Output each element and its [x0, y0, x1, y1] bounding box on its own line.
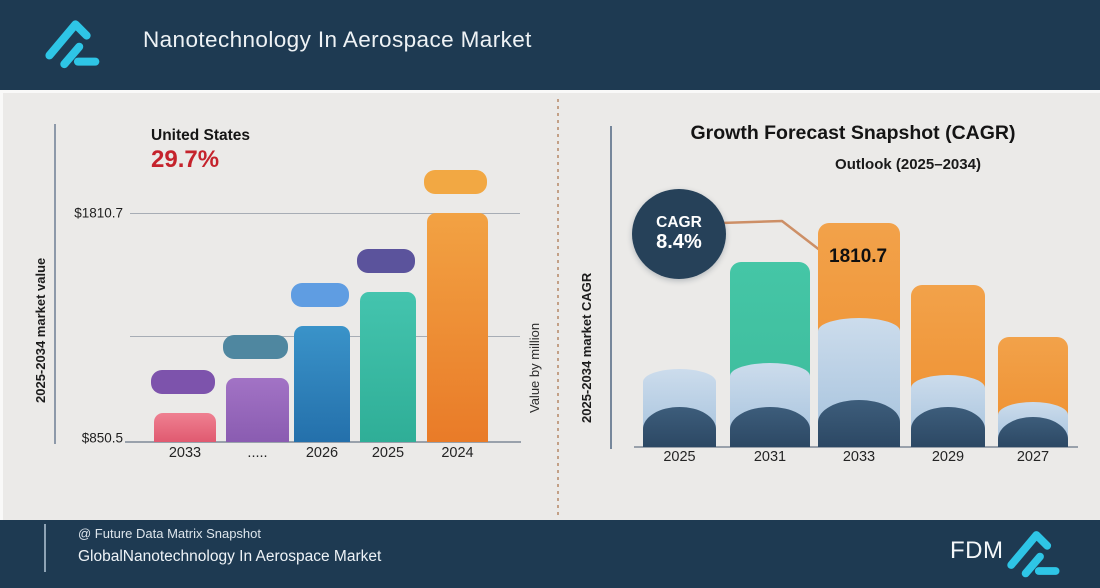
charts-board: 2025-2034 market value Value by million … [0, 90, 1100, 520]
right-chart-subtitle: Outlook (2025–2034) [835, 156, 981, 173]
x-tick-label: 2026 [305, 445, 339, 461]
header-bar: Nanotechnology In Aerospace Market [0, 0, 1100, 90]
y-tick-label: $850.5 [81, 430, 123, 446]
x-tick-label: 2027 [1016, 449, 1050, 465]
x-tick-label: ..... [247, 445, 268, 461]
x-tick-label: 2025 [663, 449, 696, 465]
panel-divider [557, 99, 559, 517]
right-chart-x-axis-line [634, 446, 1078, 448]
x-tick-label: 2033 [168, 445, 202, 461]
left-bar-chart: $1810.7 $850.5 2033..... 2026 2025 2024 [3, 93, 1100, 520]
bar-annotation: 1810.7 [829, 246, 888, 267]
left-chart-highlight-value: 29.7% [151, 146, 220, 173]
bar-cap-2025 [357, 249, 415, 274]
fdm-logo-icon [45, 20, 100, 69]
bar-..... [226, 377, 289, 442]
bar-cap-2026 [291, 282, 349, 307]
segment-base-2031 [730, 407, 810, 447]
x-tick-label: 2031 [753, 449, 787, 465]
bar-cap-..... [223, 334, 288, 359]
segment-base-2027 [998, 417, 1068, 447]
x-tick-label: 2024 [441, 445, 474, 461]
page-title: Nanotechnology In Aerospace Market [143, 27, 532, 52]
bar-2026 [294, 325, 350, 442]
bar-cap-2033 [151, 370, 215, 395]
right-stacked-bar-chart: 2025 2031 2033 2029 2027 1810.7 [3, 93, 1100, 520]
cagr-badge: CAGR 8.4% [632, 189, 726, 279]
y-tick-label: $1810.7 [74, 205, 123, 221]
cagr-badge-value: 8.4% [656, 231, 702, 254]
left-chart-x-axis-line [125, 441, 521, 443]
segment-base-2025 [643, 407, 716, 447]
left-chart-y-axis-line [54, 124, 56, 444]
footer-source: GlobalNanotechnology In Aerospace Market [78, 548, 382, 565]
right-chart-y-axis-line [610, 126, 612, 449]
bar-2025 [360, 292, 416, 442]
left-chart-region-label: United States [151, 127, 251, 144]
segment-base-2033 [818, 400, 900, 447]
footer-divider-line [44, 524, 46, 572]
footer-bar: @ Future Data Matrix Snapshot GlobalNano… [0, 520, 1100, 588]
x-tick-label: 2033 [842, 449, 876, 465]
footer-brand-text: FDM [950, 537, 1004, 564]
x-tick-label: 2025 [371, 445, 405, 461]
footer-credit: @ Future Data Matrix Snapshot [78, 526, 261, 541]
bar-2033 [154, 413, 216, 442]
gridline [130, 213, 520, 214]
right-chart-title: Growth Forecast Snapshot (CAGR) [690, 122, 1016, 144]
cagr-badge-label: CAGR [656, 213, 702, 231]
x-tick-label: 2029 [931, 449, 965, 465]
fdm-logo-icon [1007, 531, 1060, 578]
bar-2024 [427, 213, 488, 442]
segment-base-2029 [911, 407, 985, 447]
bar-cap-2024 [424, 170, 487, 194]
